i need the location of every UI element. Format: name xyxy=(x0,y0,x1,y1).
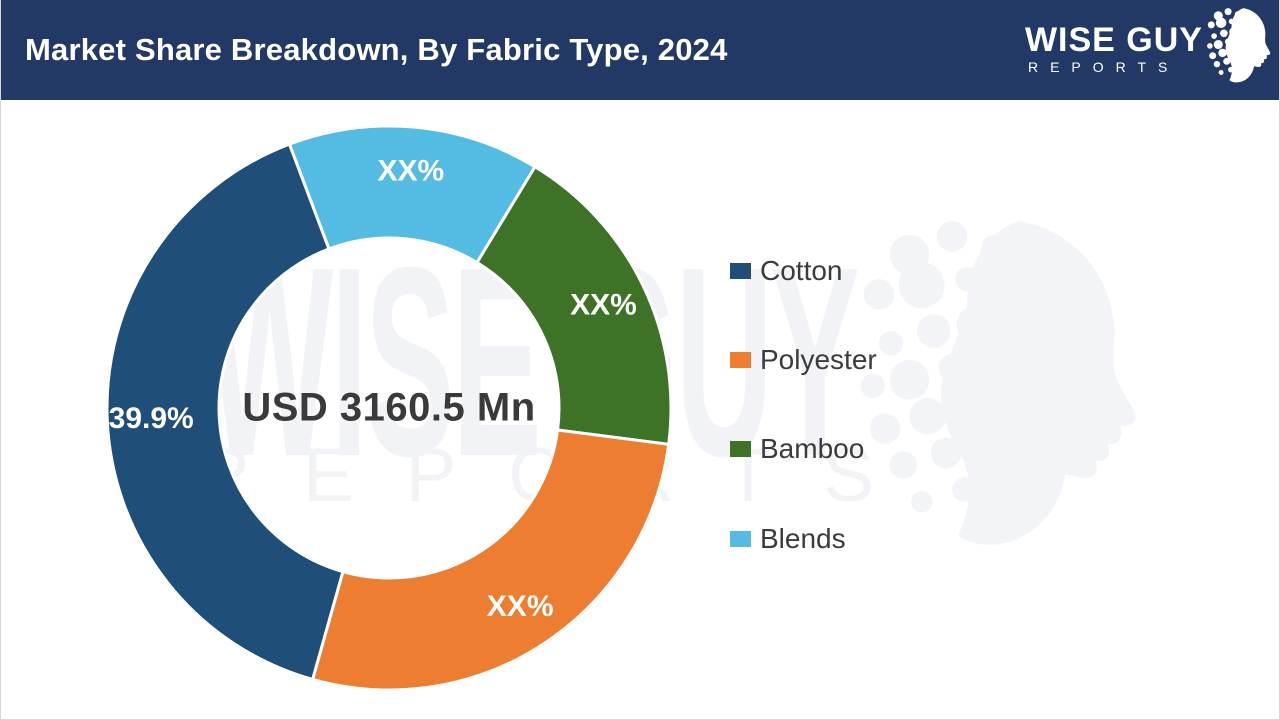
segment-label-polyester: XX% xyxy=(487,590,554,623)
page-title: Market Share Breakdown, By Fabric Type, … xyxy=(25,32,728,67)
logo-text: WISE GUY REPORTS xyxy=(1024,21,1203,75)
legend-label-bamboo: Bamboo xyxy=(760,433,865,465)
donut-segment-cotton xyxy=(105,142,345,681)
legend-item-bamboo: Bamboo xyxy=(730,433,877,465)
legend-swatch-bamboo xyxy=(730,441,751,458)
donut-center-value: USD 3160.5 Mn xyxy=(242,385,536,430)
legend-swatch-blends xyxy=(730,530,751,547)
legend-swatch-cotton xyxy=(730,263,751,280)
segment-label-cotton: 39.9% xyxy=(109,402,194,435)
header-bar: Market Share Breakdown, By Fabric Type, … xyxy=(1,0,1279,100)
legend-item-cotton: Cotton xyxy=(730,255,877,287)
wise-guy-reports-logo: WISE GUY REPORTS xyxy=(1025,8,1275,90)
legend-item-blends: Blends xyxy=(730,523,877,555)
legend-label-polyester: Polyester xyxy=(760,344,877,376)
legend-label-cotton: Cotton xyxy=(760,255,843,286)
segment-label-blends: XX% xyxy=(377,155,444,188)
logo-head-icon xyxy=(1205,6,1275,90)
legend-label-blends: Blends xyxy=(760,522,846,554)
segment-label-bamboo: XX% xyxy=(570,288,637,321)
donut-segment-polyester xyxy=(311,428,671,692)
legend-item-polyester: Polyester xyxy=(730,344,877,376)
chart-legend: Cotton Polyester Bamboo Blends xyxy=(730,255,877,555)
donut-segment-bamboo xyxy=(475,165,673,446)
logo-wiseguy-text: WISE GUY xyxy=(1024,21,1203,60)
legend-swatch-polyester xyxy=(730,352,751,369)
logo-reports-text: REPORTS xyxy=(1027,58,1180,75)
